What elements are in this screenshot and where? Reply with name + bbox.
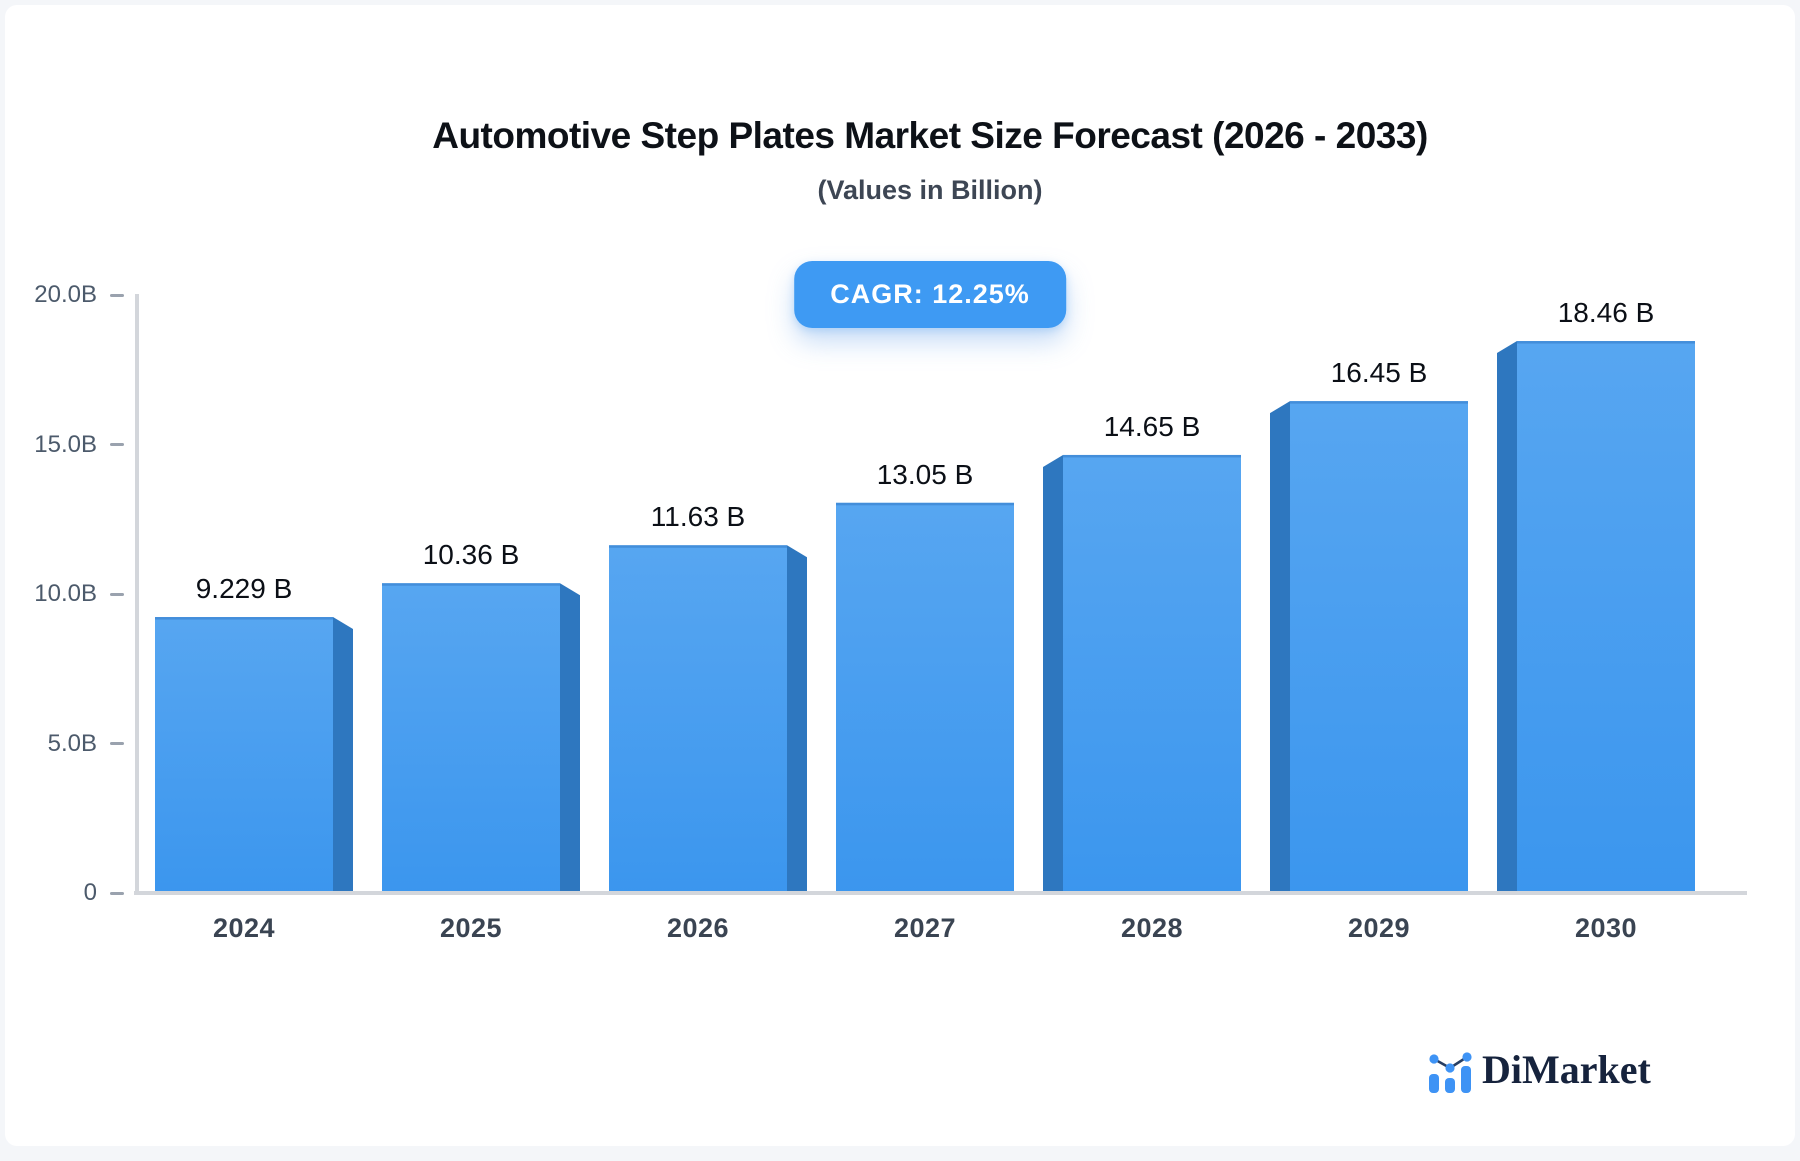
- mini-bar-chart-icon: [1429, 1052, 1472, 1093]
- x-axis-tick-label: 2028: [1120, 913, 1184, 943]
- chart-subtitle: (Values in Billion): [817, 175, 1043, 205]
- x-axis-tick-label: 2027: [893, 913, 957, 943]
- bar-side-face: [560, 583, 580, 893]
- bar-front-face: [382, 583, 560, 893]
- y-axis-tick-label: 20.0B: [34, 281, 97, 308]
- bar-top-edge: [1517, 341, 1695, 344]
- y-axis-line: [135, 294, 139, 895]
- bar-front-face: [609, 545, 787, 893]
- y-axis-tick-label: 10.0B: [34, 580, 97, 607]
- x-axis-line: [134, 891, 1747, 895]
- bar-side-face: [1270, 401, 1290, 893]
- bar-side-face: [787, 545, 807, 893]
- y-axis-tick-mark: [110, 293, 124, 297]
- x-axis-tick-label: 2029: [1347, 913, 1411, 943]
- bar-2030: [1497, 341, 1695, 893]
- x-axis-tick-label: 2024: [212, 913, 276, 943]
- y-axis-tick-label: 0: [83, 879, 97, 906]
- bar-value-label: 13.05 B: [876, 458, 974, 490]
- y-axis-tick-label: 5.0B: [47, 729, 97, 757]
- bar-front-face: [836, 502, 1014, 893]
- y-axis-tick-mark: [110, 443, 124, 446]
- bar-value-label: 9.229 B: [195, 573, 293, 605]
- dimarket-logo: DiMarket: [1424, 1047, 1651, 1093]
- bar-side-face: [1497, 341, 1517, 893]
- bar-value-label: 11.63 B: [650, 501, 746, 533]
- bar-front-face: [1063, 454, 1241, 893]
- bar-2025: [382, 583, 580, 893]
- bar-side-face: [333, 617, 353, 893]
- chart-card: Automotive Step Plates Market Size Forec…: [5, 5, 1795, 1146]
- bar-2028: [1043, 454, 1241, 893]
- bar-front-face: [1517, 341, 1695, 893]
- bar-side-face: [1043, 454, 1063, 893]
- y-axis-tick-label: 15.0B: [34, 430, 97, 458]
- bar-value-label: 16.45 B: [1330, 357, 1428, 389]
- bar-top-edge: [1063, 454, 1241, 458]
- bar-front-face: [155, 617, 333, 893]
- dimarket-logo-text: DiMarket: [1482, 1047, 1651, 1092]
- bar-value-label: 18.46 B: [1557, 297, 1655, 329]
- bar-top-edge: [836, 502, 1014, 506]
- bar-top-edge: [1290, 401, 1468, 404]
- bar-2027: [836, 502, 1014, 893]
- y-axis-tick-mark: [110, 742, 124, 745]
- bar-2024: [155, 617, 353, 893]
- cagr-badge: CAGR: 12.25%: [794, 261, 1066, 328]
- bar-top-edge: [155, 617, 333, 620]
- bars-layer: [134, 294, 1747, 895]
- bar-2029: [1270, 401, 1468, 893]
- bar-value-label: 14.65 B: [1103, 410, 1201, 442]
- x-axis-tick-label: 2030: [1574, 913, 1638, 943]
- bar-value-label: 10.36 B: [422, 539, 520, 571]
- y-axis-tick-mark: [110, 891, 124, 895]
- x-axis-tick-label: 2025: [439, 913, 503, 943]
- bar-2026: [609, 545, 807, 893]
- chart-title: Automotive Step Plates Market Size Forec…: [432, 115, 1428, 156]
- bar-top-edge: [609, 545, 787, 548]
- y-axis-tick-mark: [110, 592, 124, 596]
- bar-front-face: [1290, 401, 1468, 893]
- x-axis-tick-label: 2026: [666, 913, 730, 943]
- bar-top-edge: [382, 583, 560, 586]
- bar-chart: 0 5.0B 10.0B 15.0B 20.0B 9.229 B 2024 10.36 B 20…: [5, 5, 1800, 1161]
